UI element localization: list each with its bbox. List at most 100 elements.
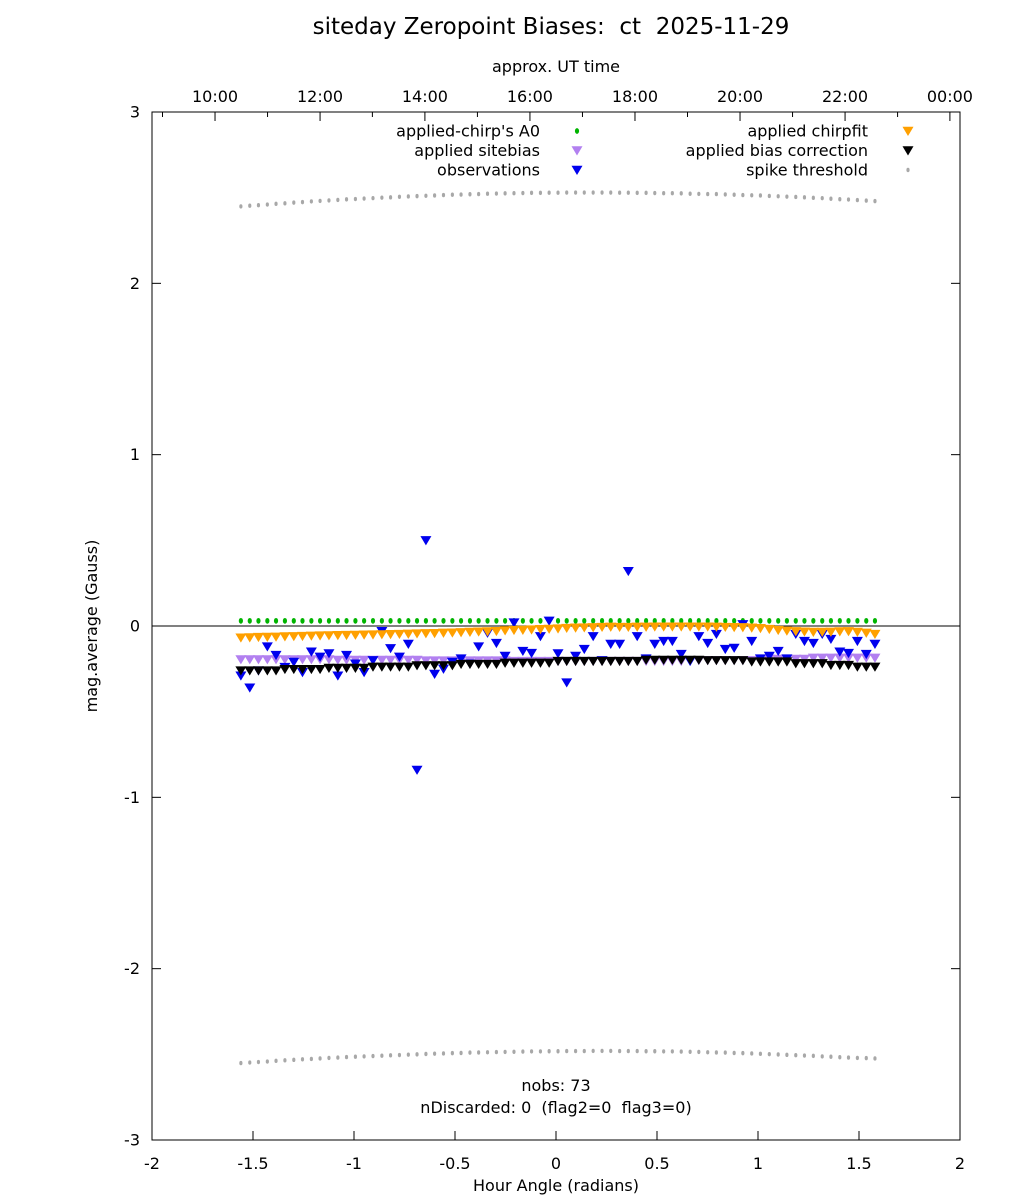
data-point [252, 655, 264, 665]
data-point [341, 630, 353, 641]
data-point [640, 622, 652, 632]
data-point [798, 659, 810, 669]
data-point [561, 678, 573, 688]
data-point [543, 658, 555, 668]
data-point [802, 1053, 807, 1058]
data-point [547, 190, 551, 195]
data-point [534, 632, 546, 642]
data-point [807, 659, 819, 669]
data-point [622, 656, 634, 667]
data-point [635, 190, 639, 196]
data-point [411, 765, 423, 775]
data-point [706, 191, 710, 197]
data-point [723, 192, 727, 197]
data-point [529, 190, 534, 196]
data-point [437, 656, 449, 666]
top-tick-label: 10:00 [192, 87, 238, 106]
x-tick-label: 1.5 [846, 1154, 871, 1173]
data-point [464, 627, 476, 637]
data-point [622, 622, 634, 633]
data-point [860, 649, 872, 660]
data-point [380, 1053, 384, 1058]
legend-marker-sitebias [571, 146, 583, 156]
data-point [279, 655, 291, 665]
data-point [684, 622, 696, 632]
data-point [424, 193, 428, 198]
data-point [473, 627, 485, 637]
data-point [837, 617, 842, 624]
data-point [332, 631, 344, 641]
legend-label-sitebias: applied sitebias [414, 141, 540, 160]
data-point [261, 632, 273, 642]
data-point [609, 1048, 613, 1054]
data-point [353, 1054, 358, 1059]
data-point [758, 1051, 763, 1057]
data-point [494, 1049, 499, 1055]
data-point [596, 656, 608, 667]
data-point [670, 1049, 674, 1054]
data-point [626, 1048, 630, 1054]
data-point [617, 617, 622, 624]
data-point [869, 653, 881, 663]
data-point [526, 648, 538, 659]
data-point [420, 629, 432, 639]
top-tick-label: 16:00 [507, 87, 553, 106]
data-point [834, 660, 846, 671]
data-point [846, 1055, 851, 1060]
data-point [538, 617, 543, 624]
data-point [235, 633, 247, 643]
y-tick-label: -1 [124, 788, 140, 807]
data-point [411, 661, 423, 671]
data-point [710, 629, 722, 640]
data-point [305, 664, 317, 675]
data-point [529, 1049, 534, 1054]
data-point [270, 650, 282, 661]
data-point [640, 655, 652, 665]
legend-label-a0: applied-chirp's A0 [396, 122, 540, 141]
data-point [261, 655, 273, 665]
data-point [697, 191, 701, 197]
data-point [723, 1050, 727, 1055]
data-point [679, 617, 684, 624]
data-point [288, 632, 300, 642]
data-point [772, 625, 784, 636]
data-point [423, 617, 429, 624]
data-point [323, 655, 335, 665]
data-point [906, 167, 910, 173]
data-point [485, 1050, 490, 1055]
data-point [705, 617, 710, 624]
data-point [702, 622, 714, 632]
data-point [706, 1050, 710, 1055]
data-point [816, 659, 828, 669]
y-tick-label: 2 [130, 274, 140, 293]
data-point [649, 622, 661, 632]
data-point [820, 195, 824, 201]
data-point [477, 191, 481, 197]
data-point [385, 630, 397, 640]
data-point [864, 1055, 868, 1061]
data-point [406, 1052, 410, 1057]
data-point [582, 190, 586, 195]
legend-label-observations: observations [437, 161, 540, 180]
data-point [741, 1050, 745, 1056]
data-point [666, 636, 678, 647]
data-point [605, 622, 617, 632]
data-point [429, 628, 441, 639]
data-point [719, 644, 731, 655]
data-point [902, 146, 914, 156]
data-point [429, 661, 441, 671]
data-point [714, 191, 718, 197]
data-point [341, 650, 353, 661]
data-point [415, 193, 419, 199]
data-point [794, 1052, 798, 1058]
data-point [763, 624, 775, 635]
data-point [802, 195, 807, 200]
data-point [618, 1048, 622, 1054]
data-point [482, 627, 494, 637]
data-point [776, 617, 781, 624]
data-point [675, 622, 687, 632]
data-point [719, 622, 731, 633]
data-point [336, 197, 340, 203]
data-point [318, 1056, 322, 1061]
